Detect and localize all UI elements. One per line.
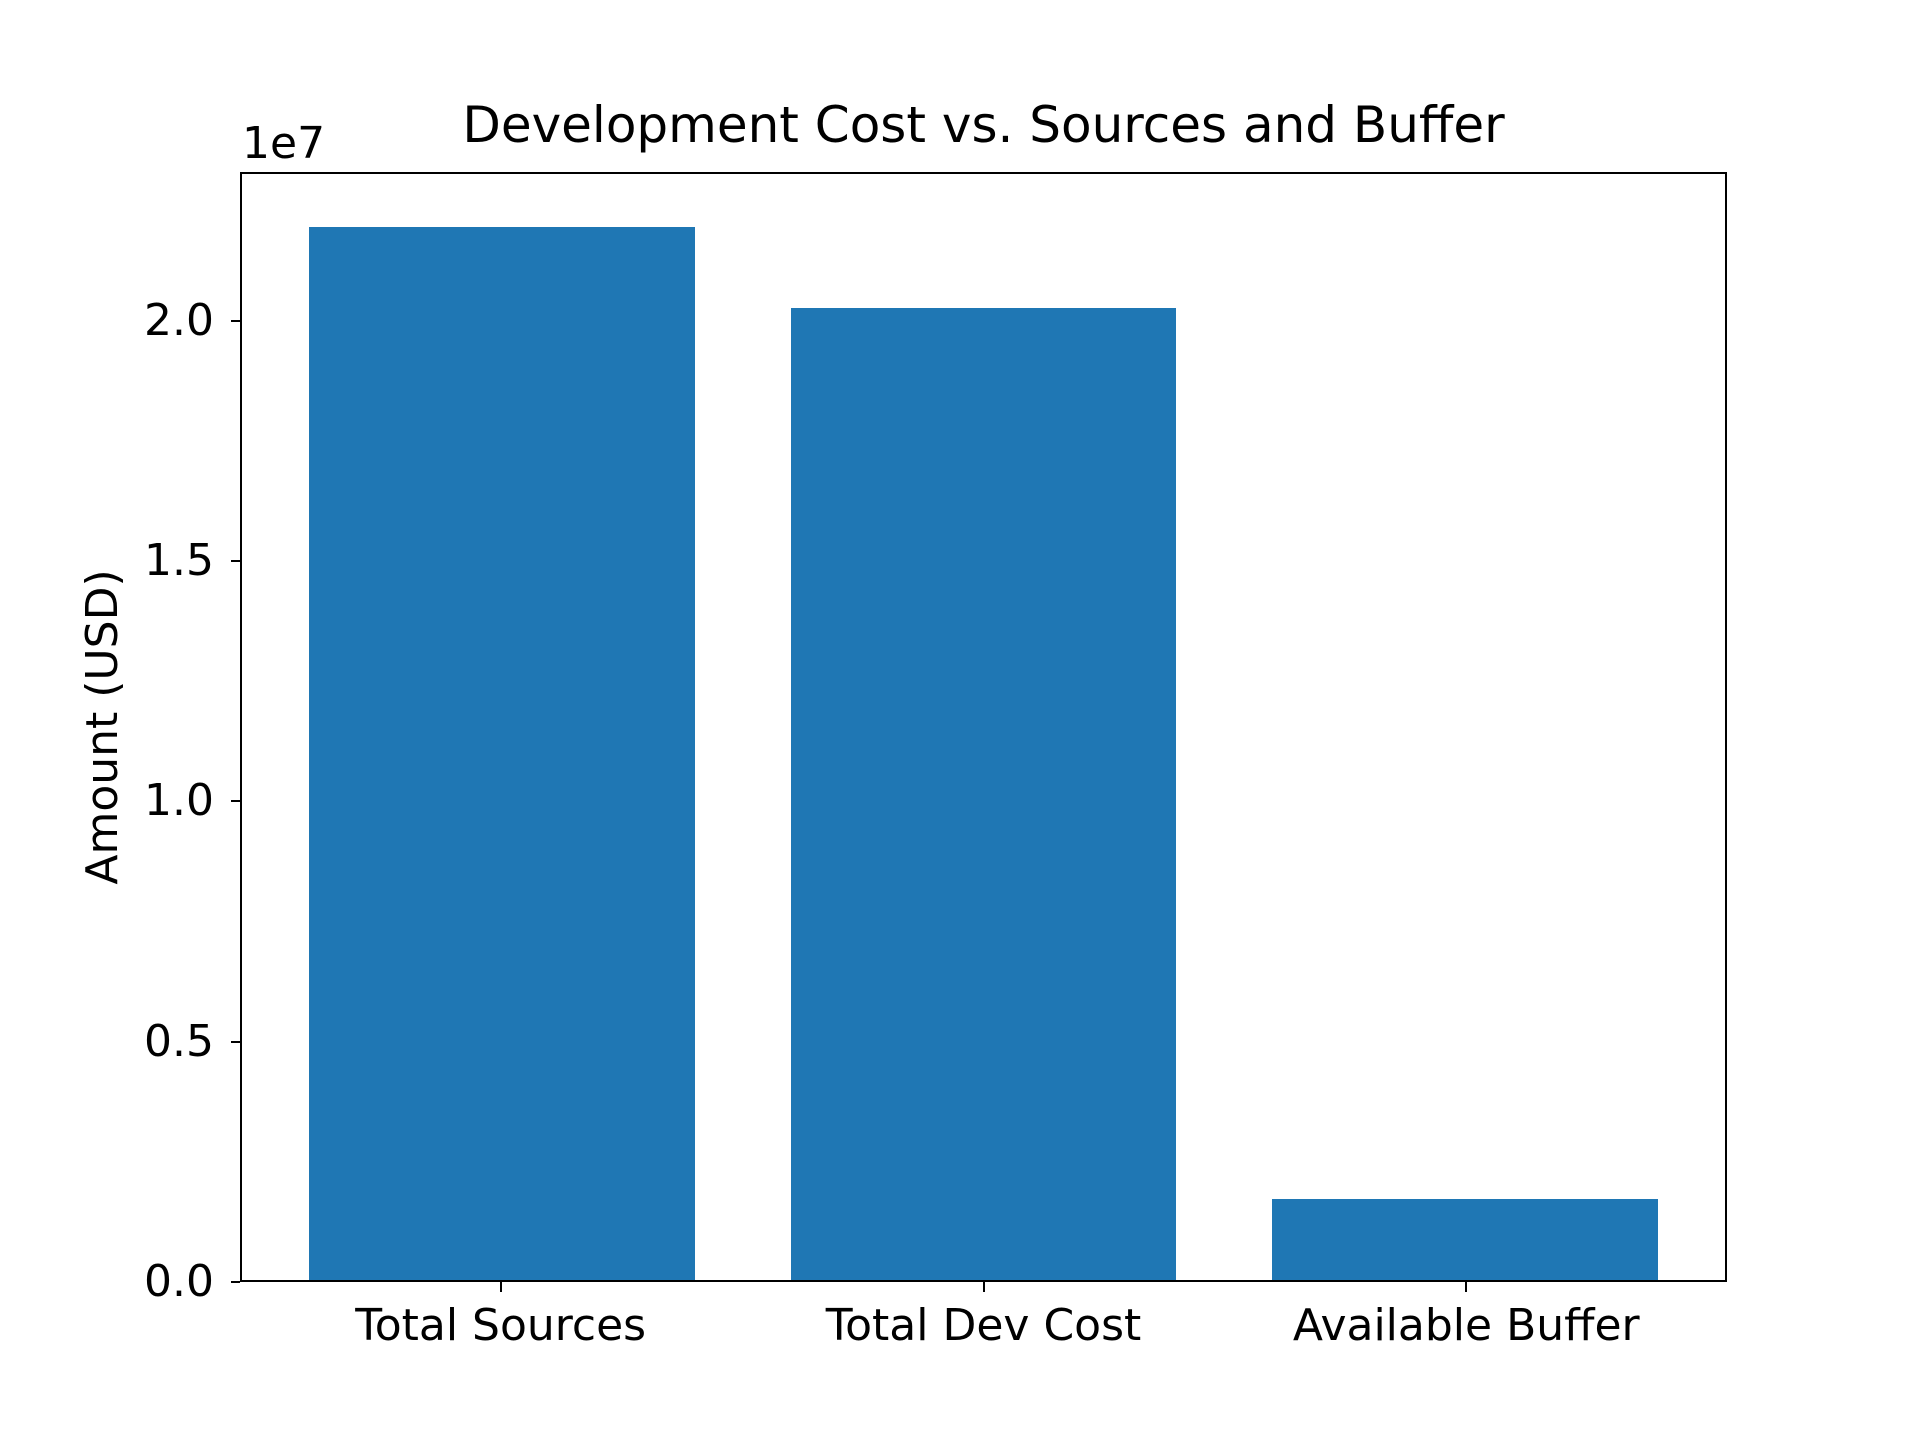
plot-area [240,172,1727,1282]
y-tick-label: 2.0 [144,294,214,346]
x-tick-label: Total Dev Cost [825,1300,1142,1351]
y-tick-mark [231,319,240,322]
chart-title: Development Cost vs. Sources and Buffer [462,96,1505,154]
y-tick-mark [231,1281,240,1283]
y-tick-label: 0.0 [144,1256,214,1307]
x-tick-label: Total Sources [355,1300,647,1351]
x-tick-label: Available Buffer [1292,1300,1640,1351]
x-tick-mark [1465,1282,1468,1292]
bar-total-sources [309,226,695,1280]
bar-available-buffer [1272,1198,1658,1280]
y-tick-mark [231,560,240,563]
y-tick-mark [231,1040,240,1043]
x-tick-mark [499,1282,502,1292]
bar-total-dev-cost [790,308,1177,1280]
x-tick-mark [982,1282,985,1292]
y-tick-label: 1.5 [144,535,214,587]
y-tick-label: 1.0 [144,775,214,827]
y-axis-label: Amount (USD) [77,569,128,885]
y-axis-offset-text: 1e7 [242,118,326,169]
y-tick-label: 0.5 [144,1015,214,1067]
y-tick-mark [231,800,240,803]
